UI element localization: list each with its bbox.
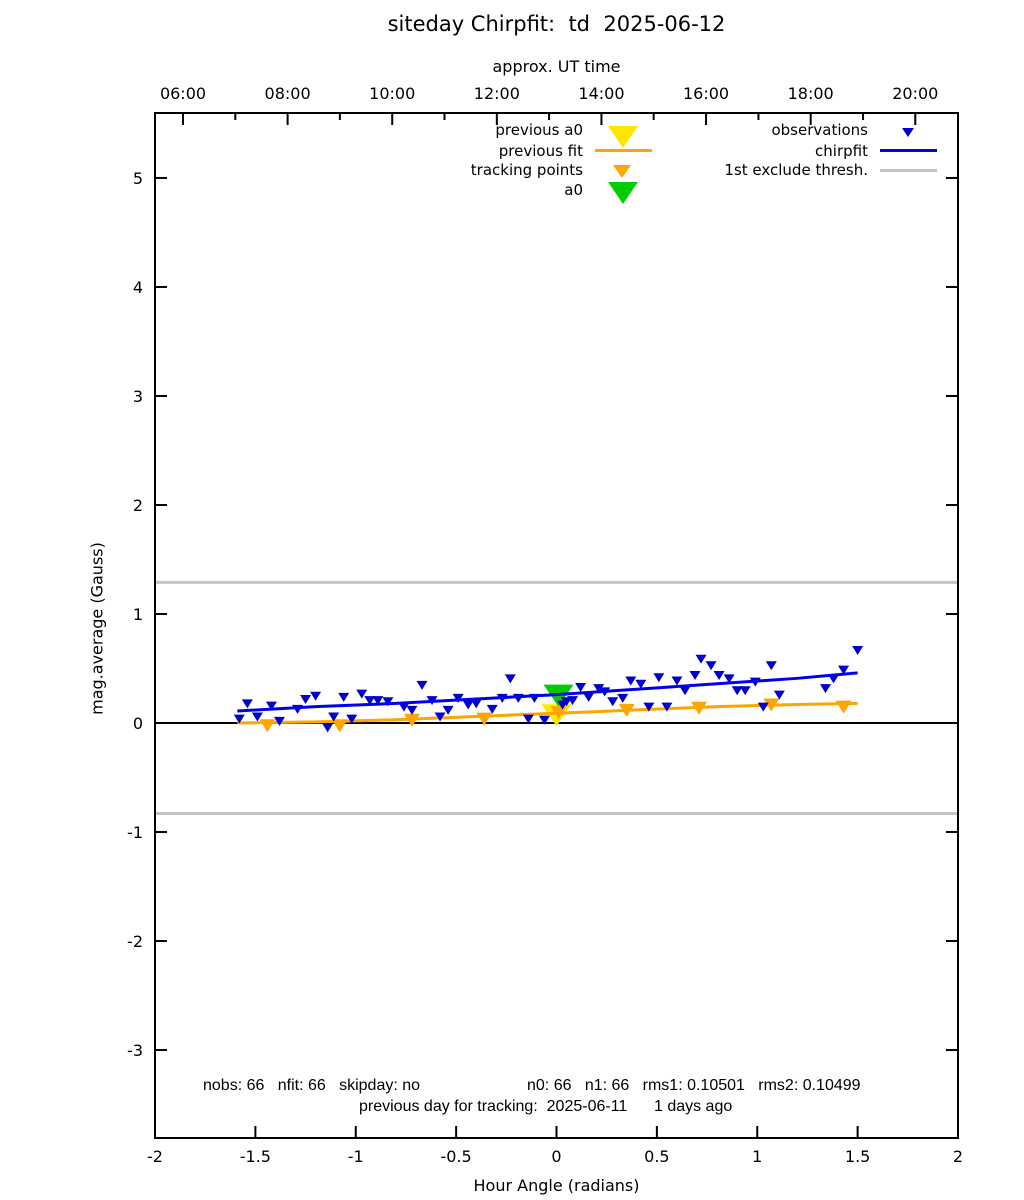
chirpfit-series	[237, 671, 858, 713]
svg-text:06:00: 06:00	[160, 84, 206, 103]
legend-label-previous-fit: previous fit	[498, 142, 583, 160]
legend-label-chirpfit: chirpfit	[815, 142, 868, 160]
svg-text:0: 0	[551, 1147, 561, 1166]
axes: -2 -1.5 -1 -0.5 0 0.5 1 1.5 2 5 4 3 2 1 0 -1 -2 -3 06:00 08…	[127, 84, 963, 1166]
svg-text:-1: -1	[127, 823, 143, 842]
legend-label-a0: a0	[564, 181, 583, 199]
page-title: siteday Chirpfit: td 2025-06-12	[387, 12, 726, 36]
svg-text:20:00: 20:00	[892, 84, 938, 103]
observations-triangle-icon	[902, 128, 914, 137]
a0-triangle-icon	[608, 182, 638, 204]
svg-text:12:00: 12:00	[474, 84, 520, 103]
svg-text:0.5: 0.5	[644, 1147, 669, 1166]
svg-text:-0.5: -0.5	[441, 1147, 472, 1166]
legend-label-tracking-points: tracking points	[470, 161, 583, 179]
svg-text:18:00: 18:00	[788, 84, 834, 103]
svg-text:0: 0	[133, 714, 143, 733]
svg-text:2: 2	[953, 1147, 963, 1166]
tracking-points-triangle-icon	[613, 165, 631, 178]
legend-label-exclude-thresh: 1st exclude thresh.	[724, 161, 868, 179]
svg-text:-2: -2	[127, 932, 143, 951]
previous-a0-triangle-icon	[608, 126, 638, 148]
legend-label-observations: observations	[771, 121, 868, 139]
previous-fit-line-icon	[595, 149, 652, 152]
top-axis-title: approx. UT time	[492, 57, 621, 76]
svg-text:-1.5: -1.5	[240, 1147, 271, 1166]
svg-text:4: 4	[133, 278, 143, 297]
svg-text:-3: -3	[127, 1041, 143, 1060]
exclude-thresh-line-icon	[880, 169, 937, 172]
stats-previous-day: previous day for tracking: 2025-06-11 1 …	[359, 1098, 733, 1115]
svg-text:16:00: 16:00	[683, 84, 729, 103]
svg-text:1.5: 1.5	[845, 1147, 870, 1166]
svg-text:1: 1	[752, 1147, 762, 1166]
stats-counts: nobs: 66 nfit: 66 skipday: no	[203, 1077, 421, 1094]
svg-text:-1: -1	[348, 1147, 364, 1166]
svg-text:14:00: 14:00	[578, 84, 624, 103]
legend-label-previous-a0: previous a0	[495, 121, 583, 139]
svg-text:2: 2	[133, 496, 143, 515]
svg-text:3: 3	[133, 387, 143, 406]
stats-rms: n0: 66 n1: 66 rms1: 0.10501 rms2: 0.1049…	[527, 1077, 861, 1094]
svg-text:08:00: 08:00	[265, 84, 311, 103]
svg-text:-2: -2	[147, 1147, 163, 1166]
chirpfit-line-icon	[880, 149, 937, 152]
x-axis-title: Hour Angle (radians)	[473, 1176, 640, 1195]
svg-text:5: 5	[133, 169, 143, 188]
y-axis-title: mag.average (Gauss)	[87, 542, 107, 715]
svg-text:10:00: 10:00	[369, 84, 415, 103]
observations-series	[233, 645, 864, 733]
svg-text:1: 1	[133, 605, 143, 624]
